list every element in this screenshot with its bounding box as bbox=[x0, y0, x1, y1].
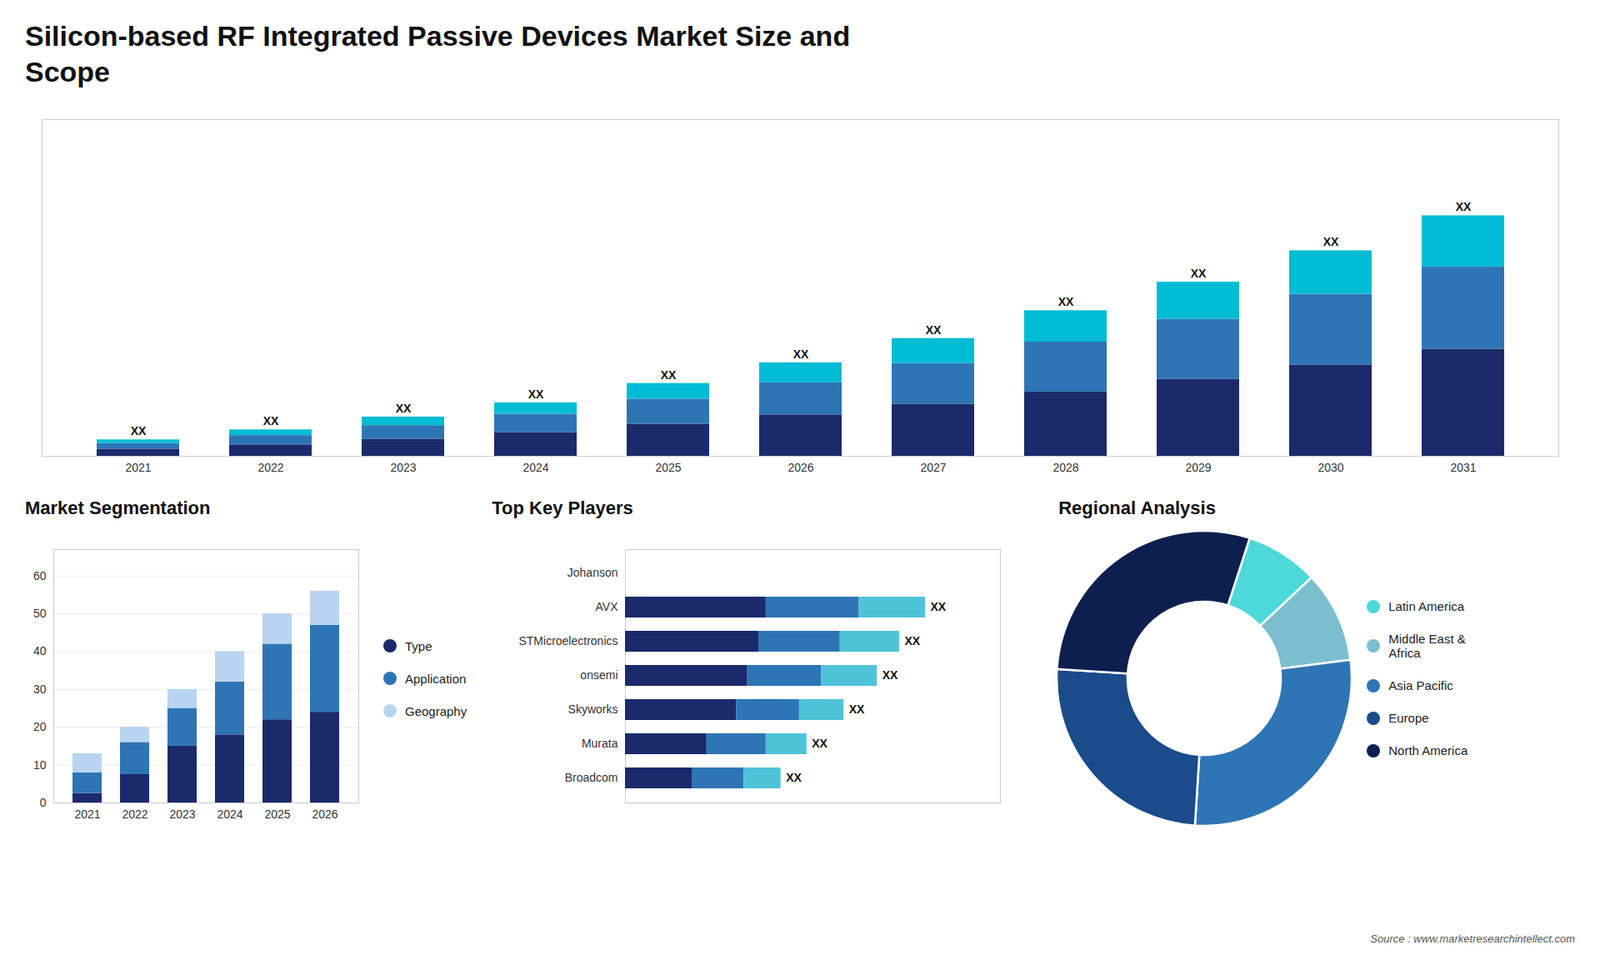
svg-text:2026: 2026 bbox=[787, 460, 814, 475]
svg-text:50: 50 bbox=[33, 606, 47, 620]
svg-text:XX: XX bbox=[1323, 235, 1340, 249]
svg-text:XX: XX bbox=[395, 401, 412, 415]
svg-text:20: 20 bbox=[33, 720, 47, 734]
svg-text:XX: XX bbox=[811, 736, 828, 750]
svg-text:Murata: Murata bbox=[581, 736, 619, 750]
svg-text:60: 60 bbox=[33, 569, 47, 583]
svg-text:XX: XX bbox=[660, 368, 677, 382]
svg-text:2024: 2024 bbox=[522, 460, 549, 475]
html-text:Silicon-based RF Integrated Pa: Silicon-based RF Integrated Passive Devi… bbox=[25, 20, 851, 88]
svg-text:XX: XX bbox=[528, 387, 545, 401]
svg-text:2027: 2027 bbox=[920, 460, 946, 475]
svg-text:XX: XX bbox=[930, 600, 947, 614]
svg-text:XX: XX bbox=[905, 634, 921, 648]
svg-text:XX: XX bbox=[1455, 200, 1472, 214]
svg-text:2022: 2022 bbox=[121, 807, 148, 821]
svg-text:2031: 2031 bbox=[1450, 460, 1476, 475]
svg-text:XX: XX bbox=[1058, 295, 1075, 309]
svg-text:Skyworks: Skyworks bbox=[568, 702, 619, 716]
html-text:Geography: Geography bbox=[405, 703, 467, 718]
svg-text:2029: 2029 bbox=[1185, 460, 1211, 475]
svg-text:2028: 2028 bbox=[1052, 460, 1079, 475]
svg-text:XX: XX bbox=[1190, 266, 1207, 280]
html-text:Asia Pacific: Asia Pacific bbox=[1388, 678, 1454, 693]
html-text:Application: Application bbox=[405, 671, 467, 686]
svg-text:10: 10 bbox=[33, 758, 47, 772]
svg-text:2023: 2023 bbox=[390, 460, 416, 475]
svg-text:AVX: AVX bbox=[595, 600, 620, 614]
svg-text:2025: 2025 bbox=[655, 460, 681, 475]
svg-text:onsemi: onsemi bbox=[580, 668, 619, 682]
html-text:Europe: Europe bbox=[1388, 710, 1429, 725]
svg-text:Broadcom: Broadcom bbox=[565, 770, 619, 785]
html-text:Latin America: Latin America bbox=[1388, 599, 1465, 614]
svg-text:STMicroelectronics: STMicroelectronics bbox=[519, 634, 619, 648]
svg-text:Johanson: Johanson bbox=[567, 565, 619, 580]
svg-text:2025: 2025 bbox=[264, 807, 290, 821]
svg-text:XX: XX bbox=[793, 347, 810, 361]
svg-text:XX: XX bbox=[849, 702, 865, 716]
html-text:Market Segmentation: Market Segmentation bbox=[25, 497, 211, 519]
svg-text:XX: XX bbox=[263, 414, 280, 428]
html-text:North America: North America bbox=[1388, 743, 1468, 758]
html-text:Regional Analysis: Regional Analysis bbox=[1058, 497, 1216, 519]
svg-text:30: 30 bbox=[33, 682, 47, 696]
svg-text:2021: 2021 bbox=[125, 460, 151, 475]
svg-text:XX: XX bbox=[925, 323, 942, 337]
svg-text:2026: 2026 bbox=[311, 807, 338, 821]
svg-text:2023: 2023 bbox=[169, 807, 195, 821]
html-text:Source : www.marketresearchint: Source : www.marketresearchintellect.com bbox=[1370, 932, 1575, 945]
svg-text:40: 40 bbox=[33, 644, 47, 658]
svg-text:2030: 2030 bbox=[1317, 460, 1344, 475]
svg-text:0: 0 bbox=[40, 795, 47, 810]
svg-text:XX: XX bbox=[130, 424, 147, 438]
svg-text:XX: XX bbox=[785, 770, 802, 785]
html-text:Top Key Players: Top Key Players bbox=[491, 497, 634, 519]
html-text:Type: Type bbox=[405, 638, 433, 653]
svg-text:2021: 2021 bbox=[74, 807, 100, 821]
svg-text:XX: XX bbox=[882, 668, 899, 682]
html-text:Middle East & Africa: Middle East & Africa bbox=[1388, 631, 1466, 660]
svg-text:2024: 2024 bbox=[216, 807, 243, 821]
svg-text:2022: 2022 bbox=[257, 460, 284, 475]
